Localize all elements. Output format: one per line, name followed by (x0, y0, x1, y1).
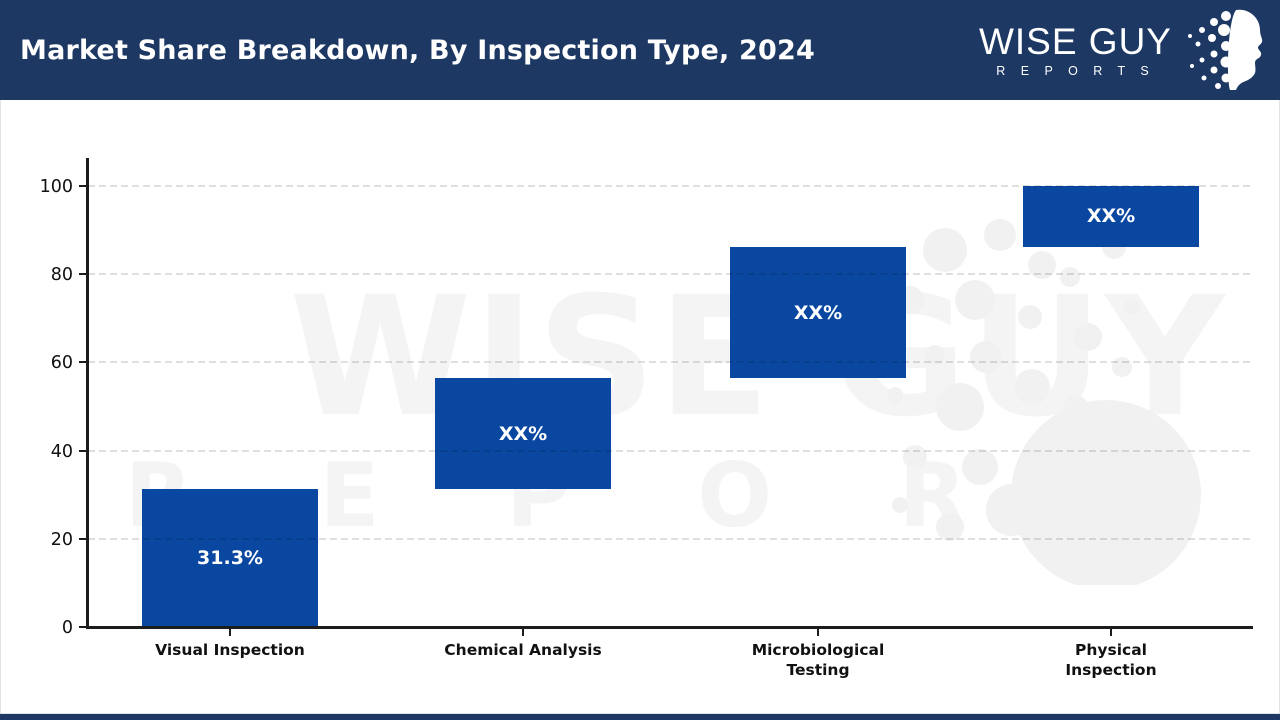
y-tick-label: 60 (50, 353, 73, 374)
gridline (88, 185, 1252, 187)
x-tick-label: Microbiological Testing (751, 641, 885, 680)
bar (435, 378, 611, 489)
y-tick-mark (79, 185, 88, 187)
y-tick-label: 20 (50, 529, 73, 550)
bar (142, 488, 318, 627)
footer-bar (0, 714, 1280, 720)
x-tick-mark (1110, 628, 1112, 636)
gridline (88, 273, 1252, 276)
bar-value-label: 31.3% (197, 546, 263, 569)
y-tick-label: 0 (61, 618, 73, 638)
bar-value-label: XX% (498, 422, 548, 445)
logo-subtitle: R E P O R T S (996, 63, 1155, 78)
y-axis-line (86, 158, 89, 629)
y-tick-label: 40 (50, 441, 73, 462)
x-tick-mark (522, 628, 524, 636)
header-bar: Market Share Breakdown, By Inspection Ty… (0, 0, 1280, 100)
bar (730, 246, 906, 379)
x-axis-line (86, 626, 1253, 629)
logo-text: WISE GUY R E P O R T S (979, 23, 1172, 78)
y-tick-mark (79, 537, 88, 540)
y-tick-mark (79, 449, 88, 452)
gridline (88, 361, 1252, 364)
gridline (88, 537, 1252, 540)
y-tick-label: 100 (39, 177, 73, 197)
bar-value-label: XX% (793, 301, 843, 324)
bar-value-label: XX% (1086, 205, 1136, 228)
x-tick-mark (229, 628, 231, 636)
logo-face-icon (1188, 9, 1263, 90)
page-title: Market Share Breakdown, By Inspection Ty… (20, 34, 815, 66)
x-tick-label: Chemical Analysis (444, 641, 602, 659)
logo-wordmark: WISE GUY (978, 20, 1172, 62)
y-tick-mark (79, 273, 88, 276)
x-tick-mark (817, 628, 819, 636)
x-tick-label: Visual Inspection (155, 641, 305, 659)
y-tick-mark (79, 361, 88, 364)
y-tick-mark (79, 626, 88, 628)
gridline (88, 449, 1252, 452)
x-tick-label: Physical Inspection (1065, 641, 1157, 680)
wise-guy-reports-logo: WISE GUY R E P O R T S (979, 6, 1280, 94)
y-tick-label: 80 (50, 265, 73, 286)
